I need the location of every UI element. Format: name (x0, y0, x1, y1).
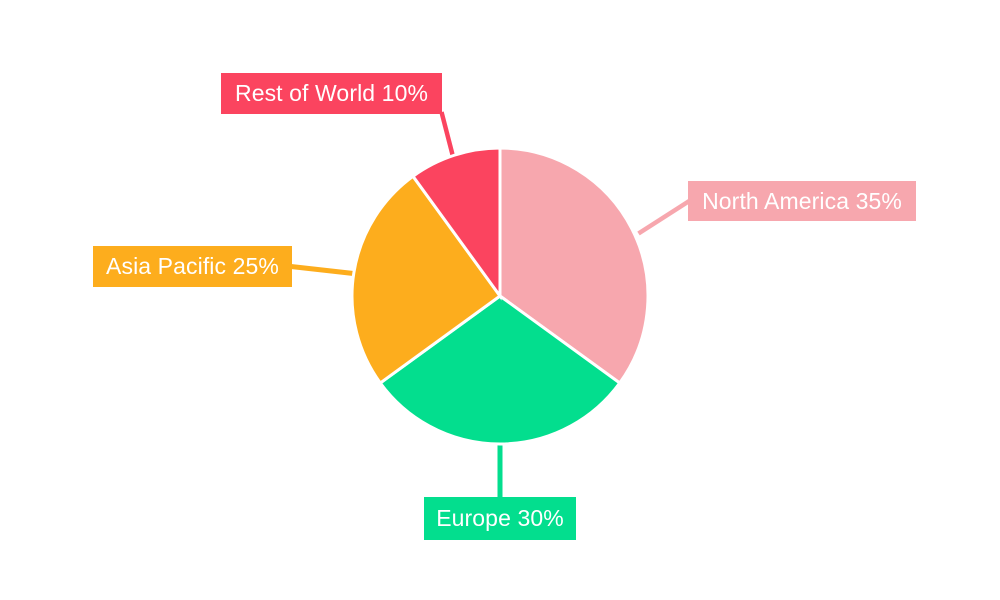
pie-label-europe: Europe 30% (424, 497, 576, 540)
pie-label-north-america: North America 35% (688, 181, 916, 221)
leader-line-asia-pacific (290, 264, 354, 276)
leader-line-rest-of-world (439, 111, 456, 160)
leader-line-north-america (637, 198, 692, 236)
pie-label-asia-pacific-text: Asia Pacific 25% (106, 253, 279, 279)
pie-label-asia-pacific: Asia Pacific 25% (93, 246, 292, 287)
pie-slice-north-america[interactable] (498, 146, 650, 386)
pie-label-rest-of-world: Rest of World 10% (221, 73, 442, 114)
pie-slice-europe[interactable] (378, 294, 622, 446)
pie-label-rest-of-world-text: Rest of World 10% (234, 80, 429, 106)
pie-label-north-america-text: North America 35% (702, 187, 902, 214)
pie-slices (350, 146, 650, 446)
leader-lines (290, 111, 692, 498)
pie-slice-asia-pacific[interactable] (350, 174, 503, 386)
pie-slice-rest-of-world[interactable] (410, 146, 502, 301)
pie-label-europe-text: Europe 30% (436, 505, 564, 531)
